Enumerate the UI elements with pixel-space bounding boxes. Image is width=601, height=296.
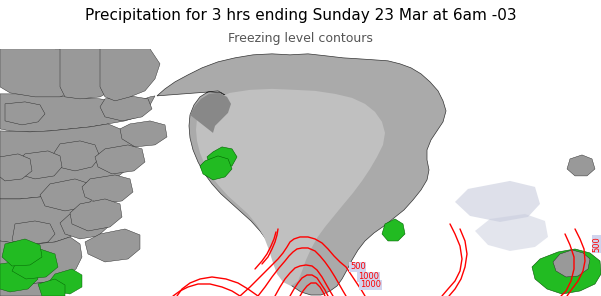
Polygon shape (5, 102, 45, 125)
Polygon shape (157, 54, 446, 295)
Polygon shape (85, 229, 140, 262)
Polygon shape (52, 141, 100, 171)
Polygon shape (48, 269, 82, 294)
Polygon shape (207, 147, 237, 170)
Polygon shape (0, 154, 32, 181)
Polygon shape (55, 49, 125, 99)
Polygon shape (475, 214, 548, 251)
Polygon shape (120, 121, 167, 147)
Polygon shape (95, 145, 145, 174)
Polygon shape (0, 194, 88, 244)
Polygon shape (382, 219, 405, 241)
Polygon shape (532, 249, 601, 294)
Text: 500: 500 (593, 236, 601, 252)
Polygon shape (0, 281, 65, 296)
Polygon shape (12, 221, 55, 245)
Polygon shape (200, 156, 232, 180)
Polygon shape (15, 151, 62, 179)
Polygon shape (455, 181, 540, 222)
Polygon shape (40, 179, 95, 211)
Polygon shape (70, 199, 122, 231)
Text: 1000: 1000 (358, 273, 379, 281)
Polygon shape (38, 279, 65, 296)
Polygon shape (100, 49, 160, 101)
Polygon shape (0, 124, 135, 199)
Polygon shape (0, 94, 155, 132)
Polygon shape (553, 250, 590, 277)
Text: 500: 500 (350, 263, 366, 271)
Polygon shape (567, 155, 595, 176)
Text: 1000: 1000 (360, 281, 381, 289)
Polygon shape (12, 249, 58, 279)
Polygon shape (190, 93, 231, 133)
Polygon shape (0, 237, 82, 284)
Polygon shape (0, 49, 90, 97)
Text: Precipitation for 3 hrs ending Sunday 23 Mar at 6am -03: Precipitation for 3 hrs ending Sunday 23… (85, 8, 516, 23)
Polygon shape (100, 96, 152, 121)
Polygon shape (0, 261, 38, 292)
Polygon shape (60, 209, 108, 239)
Polygon shape (196, 89, 385, 286)
Text: Freezing level contours: Freezing level contours (228, 32, 373, 45)
Polygon shape (2, 239, 42, 266)
Polygon shape (82, 175, 133, 204)
